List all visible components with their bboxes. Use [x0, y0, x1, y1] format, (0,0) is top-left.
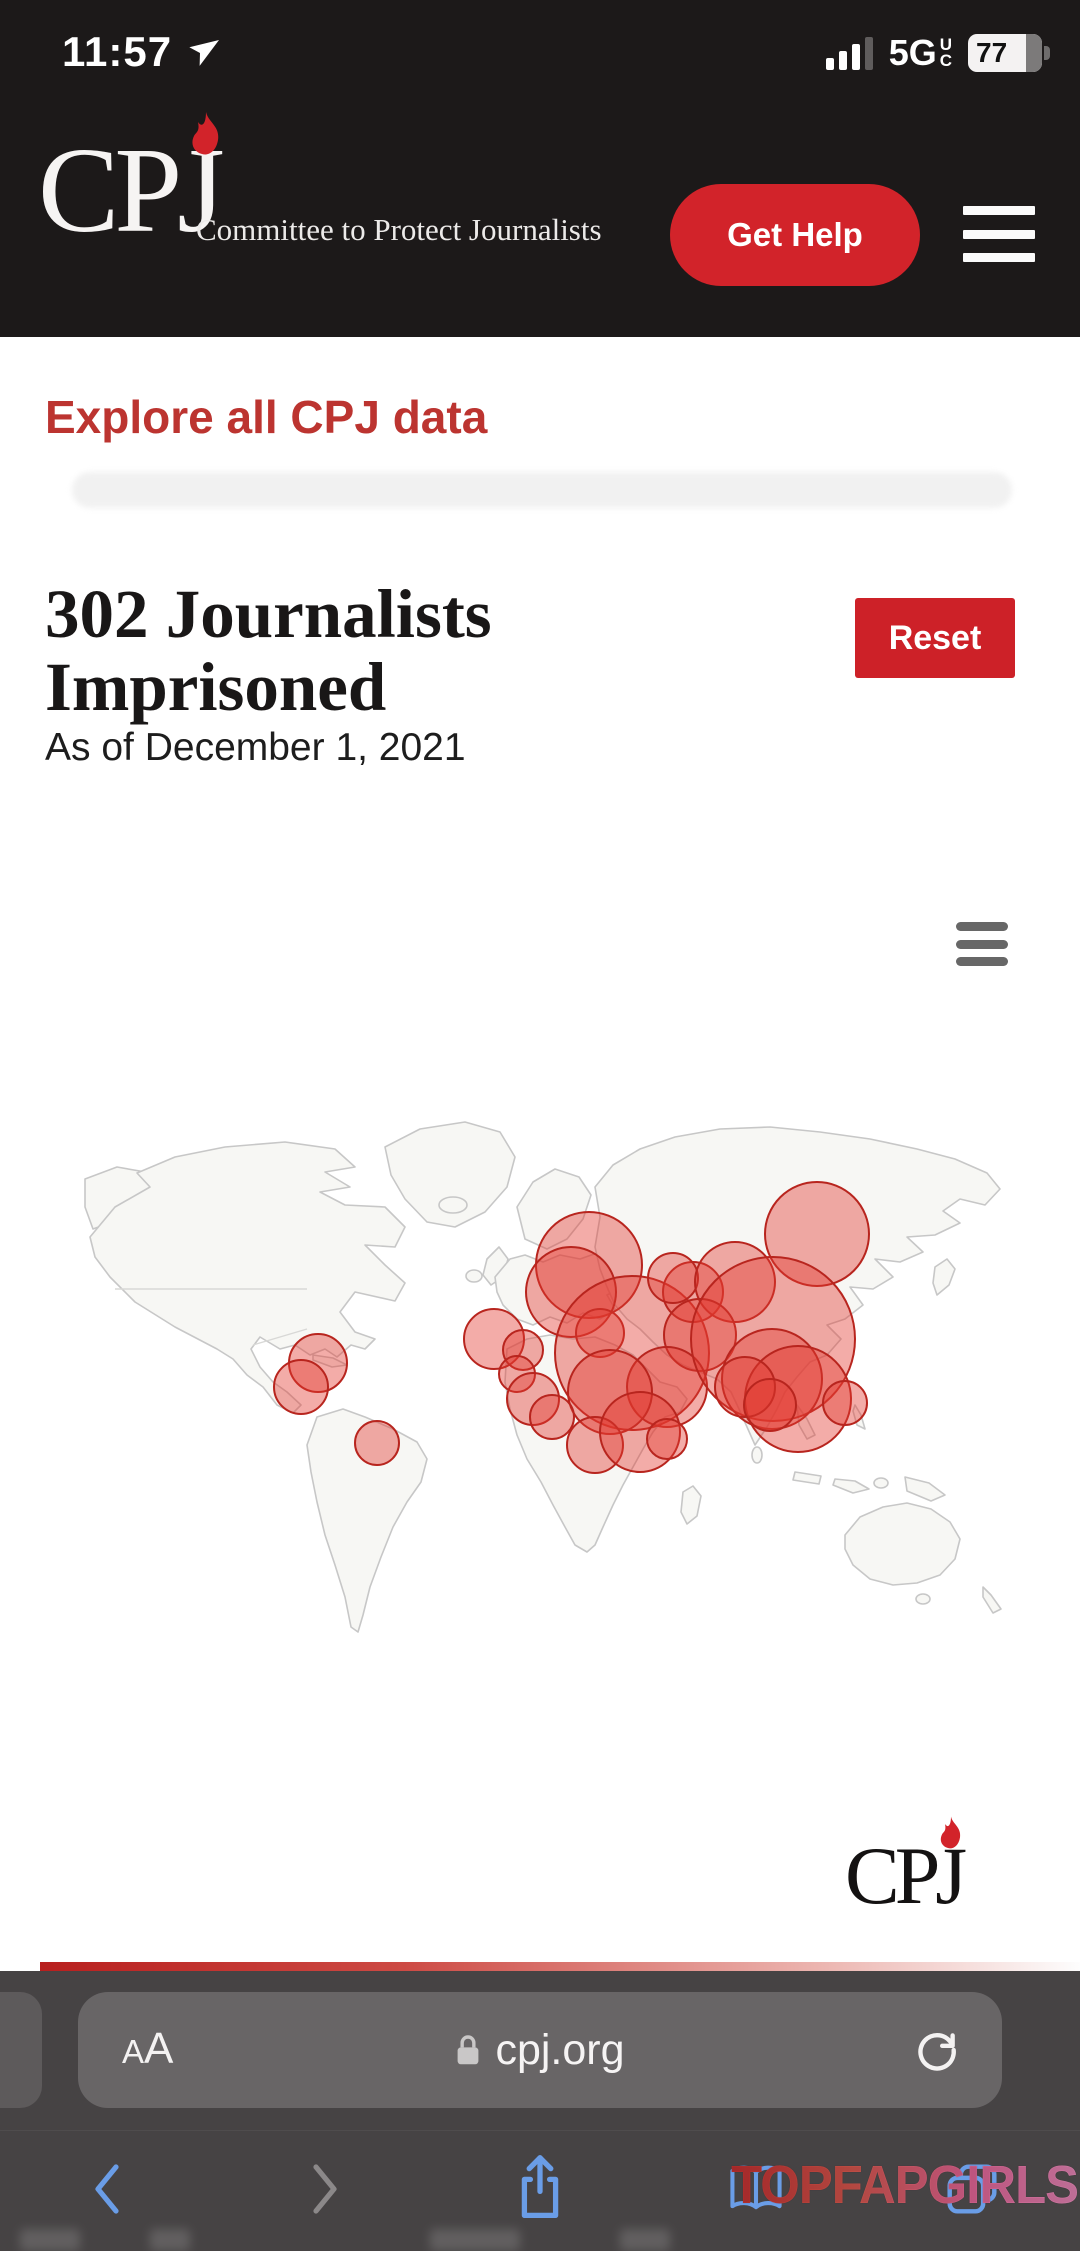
battery-percent: 77 [976, 37, 1008, 68]
map-bubble[interactable] [575, 1308, 625, 1358]
site-header: CPJ Committee to Protect Journalists Get… [0, 100, 1080, 337]
island-sumatra [792, 1471, 822, 1485]
island-greenland [384, 1121, 516, 1228]
map-bubble[interactable] [743, 1378, 797, 1432]
bookmarks-icon[interactable] [716, 2149, 796, 2229]
island-cuba [312, 1354, 348, 1368]
island-ireland [465, 1269, 483, 1283]
back-icon[interactable] [68, 2149, 148, 2229]
status-bar: 11:57 5G U C [0, 0, 1080, 100]
island-tasmania [915, 1593, 931, 1605]
map-bubble[interactable] [822, 1380, 868, 1426]
reader-options-button[interactable]: AA [122, 2024, 174, 2073]
tabs-icon[interactable] [932, 2149, 1012, 2229]
page-accent-line [40, 1962, 1080, 1971]
continent-south-america [306, 1408, 428, 1633]
island-sri-lanka [751, 1446, 763, 1464]
world-map-chart [55, 1082, 1025, 1642]
safari-toolbar: AA cpj.org [0, 1971, 1080, 2130]
map-bubble[interactable] [567, 1349, 653, 1435]
map-bubble[interactable] [463, 1308, 525, 1370]
share-icon[interactable] [500, 2149, 580, 2229]
flame-icon [941, 1816, 961, 1849]
get-help-button[interactable]: Get Help [670, 184, 920, 286]
map-bubble[interactable] [663, 1298, 737, 1372]
address-bar[interactable]: AA cpj.org [78, 1992, 1002, 2108]
continent-north-america [89, 1141, 406, 1414]
island-madagascar [680, 1485, 702, 1525]
map-bubble[interactable] [273, 1359, 329, 1415]
report-subtitle: As of December 1, 2021 [45, 726, 466, 769]
map-bubble[interactable] [354, 1420, 400, 1466]
site-tagline: Committee to Protect Journalists [196, 212, 602, 247]
island-new-zealand [982, 1586, 1002, 1614]
url-display: cpj.org [78, 1992, 1002, 2108]
map-bubble[interactable] [714, 1356, 776, 1418]
world-map-svg [84, 1121, 1002, 1633]
map-bubble[interactable] [690, 1256, 856, 1422]
refresh-icon[interactable] [912, 2024, 962, 2076]
island-philippines [852, 1404, 866, 1430]
map-bubble[interactable] [566, 1416, 624, 1474]
continent-australia [844, 1502, 961, 1586]
map-bubble[interactable] [599, 1391, 681, 1473]
hamburger-menu-icon[interactable] [963, 206, 1035, 262]
bubble-layer [273, 1181, 870, 1474]
network-label: 5G U C [889, 32, 952, 74]
forward-icon[interactable] [284, 2149, 364, 2229]
island-iceland [438, 1196, 468, 1214]
divider-band [72, 472, 1012, 508]
map-bubble[interactable] [646, 1418, 688, 1460]
cpj-footer-logo: CPJ [845, 1816, 967, 1917]
signal-icon [825, 36, 873, 70]
cpj-logo-text: CPJ [38, 123, 225, 258]
cpj-footer-logo-text: CPJ [845, 1830, 967, 1921]
map-bubble[interactable] [502, 1329, 544, 1371]
clock-text: 11:57 [62, 28, 173, 75]
watermark-text: TOPFAPGIRLS [731, 2155, 1079, 2215]
map-bubble[interactable] [506, 1372, 560, 1426]
report-title: 302 Journalists Imprisoned [45, 576, 492, 725]
cpj-logo[interactable]: CPJ [38, 112, 225, 252]
continent-africa [504, 1334, 688, 1553]
map-bubble[interactable] [647, 1252, 699, 1304]
safari-navbar [0, 2130, 1080, 2251]
battery-icon: 77 [968, 34, 1050, 72]
chart-menu-icon[interactable] [956, 922, 1008, 966]
network-uc: U C [939, 35, 952, 70]
island-java [832, 1478, 870, 1494]
network-5g: 5G [888, 32, 937, 73]
island-sulawesi [873, 1477, 889, 1489]
us-mexico-border [252, 1328, 308, 1346]
reset-button[interactable]: Reset [855, 598, 1015, 678]
status-time: 11:57 [62, 28, 220, 76]
map-bubble[interactable] [529, 1394, 575, 1440]
island-japan [932, 1258, 956, 1296]
status-icons: 5G U C 77 [825, 32, 1050, 74]
lock-icon [458, 2035, 479, 2065]
top-dark-region: 11:57 5G U C [0, 0, 1080, 337]
region-scandinavia [516, 1168, 592, 1250]
explore-data-heading[interactable]: Explore all CPJ data [45, 391, 488, 443]
map-bubble[interactable] [525, 1246, 617, 1338]
url-text: cpj.org [495, 2025, 625, 2074]
location-arrow-icon [189, 39, 220, 66]
island-new-guinea [904, 1476, 946, 1502]
previous-tab-edge[interactable] [0, 1992, 42, 2108]
flame-icon [192, 112, 218, 155]
